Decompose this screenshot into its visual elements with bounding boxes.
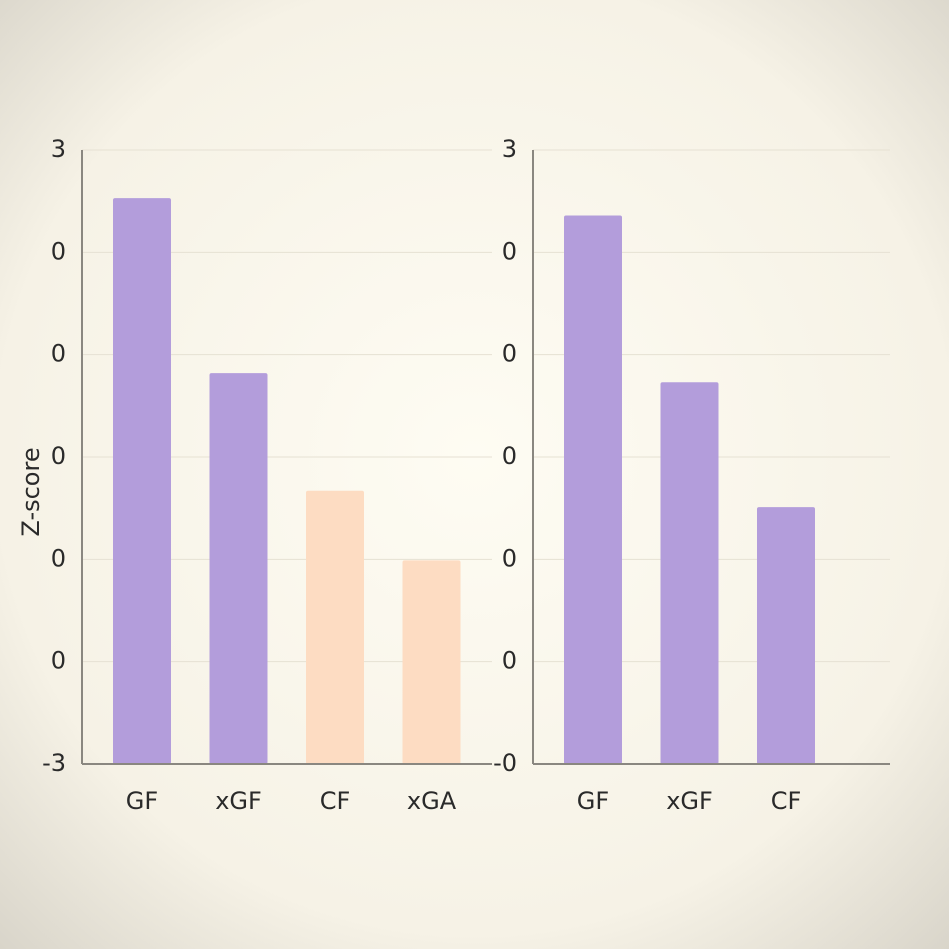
bar	[402, 560, 461, 764]
y-tick-label: 0	[51, 237, 66, 265]
x-tick-label: xGA	[407, 787, 457, 815]
bar	[306, 490, 364, 764]
y-tick-label: 0	[502, 544, 517, 572]
y-tick-label: 0	[502, 647, 517, 675]
y-tick-label: -3	[42, 749, 66, 777]
bar	[113, 198, 171, 764]
bar	[564, 215, 622, 764]
bar	[757, 507, 815, 764]
y-tick-label: 0	[51, 647, 66, 675]
y-tick-label: 0	[51, 340, 66, 368]
y-tick-label: 0	[51, 544, 66, 572]
y-tick-label: 3	[51, 135, 66, 163]
y-tick-label: 0	[502, 442, 517, 470]
x-tick-label: xGF	[215, 787, 262, 815]
bar	[660, 382, 719, 764]
y-tick-label: 0	[502, 340, 517, 368]
y-tick-label: 0	[51, 442, 66, 470]
bar	[209, 373, 268, 764]
y-tick-label: 0	[502, 237, 517, 265]
x-tick-label: CF	[320, 787, 351, 815]
x-tick-label: CF	[771, 787, 802, 815]
x-tick-label: xGF	[666, 787, 713, 815]
x-tick-label: GF	[126, 787, 158, 815]
x-tick-label: GF	[577, 787, 609, 815]
y-tick-label: -0	[493, 749, 517, 777]
y-axis-label: Z-score	[17, 447, 45, 536]
y-tick-label: 3	[502, 135, 517, 163]
